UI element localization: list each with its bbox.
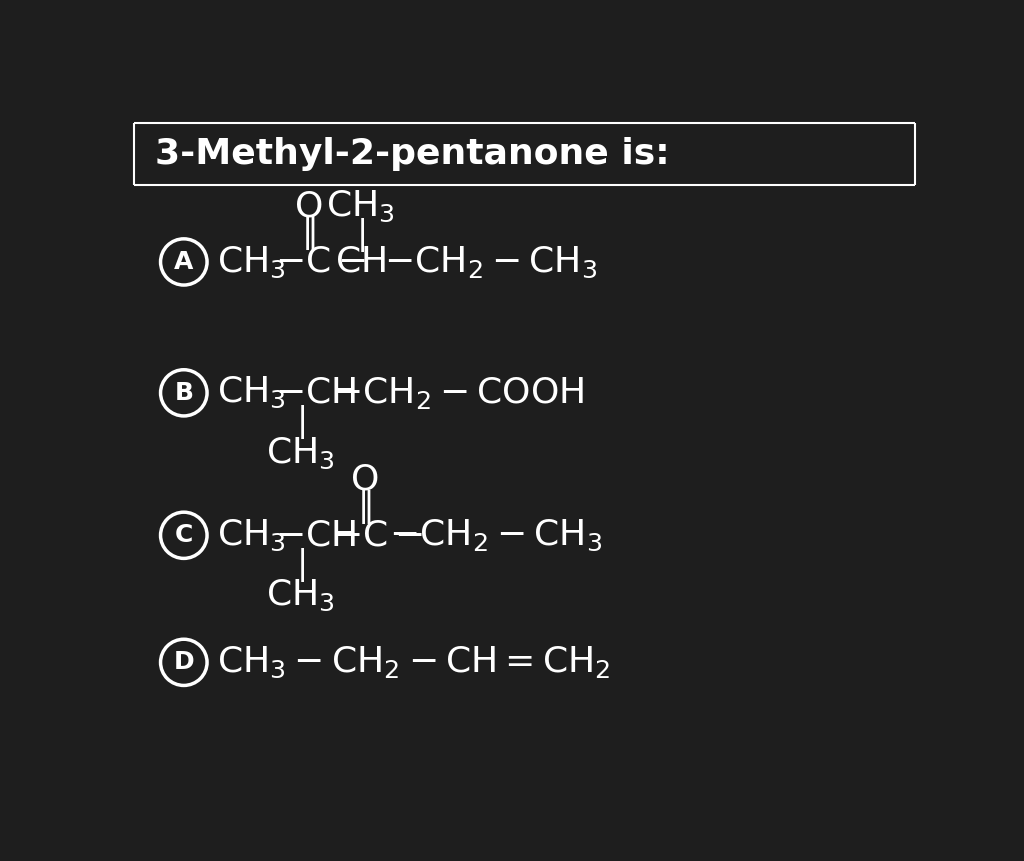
Text: D: D — [173, 650, 195, 674]
Text: $|$: $|$ — [356, 216, 365, 254]
Text: $\mathrm{CH_3}$: $\mathrm{CH_3}$ — [266, 436, 335, 471]
Text: $|$: $|$ — [296, 546, 305, 584]
Text: $\mathrm{-C-}$: $\mathrm{-C-}$ — [275, 245, 367, 279]
Text: $|$: $|$ — [296, 403, 305, 441]
Text: $\mathrm{-CH}$: $\mathrm{-CH}$ — [275, 518, 356, 552]
Text: $\mathrm{CH_3}$: $\mathrm{CH_3}$ — [326, 189, 395, 224]
Text: $\mathrm{-CH_2-CH_3}$: $\mathrm{-CH_2-CH_3}$ — [384, 245, 597, 280]
Text: $\mathrm{CH}$: $\mathrm{CH}$ — [335, 245, 386, 279]
Text: $\mathrm{-C-}$: $\mathrm{-C-}$ — [332, 518, 423, 552]
Text: $\mathrm{CH_3}$: $\mathrm{CH_3}$ — [217, 245, 286, 280]
Text: $\mathrm{CH_3}$: $\mathrm{CH_3}$ — [217, 517, 286, 553]
Text: $\|$: $\|$ — [301, 214, 315, 252]
Text: A: A — [174, 250, 194, 274]
Text: $\mathrm{O}$: $\mathrm{O}$ — [350, 463, 379, 497]
Text: $\mathrm{-CH_2-CH_3}$: $\mathrm{-CH_2-CH_3}$ — [389, 517, 602, 553]
Text: B: B — [174, 381, 194, 405]
Text: $\mathrm{CH_3}$: $\mathrm{CH_3}$ — [266, 578, 335, 613]
Text: $\|$: $\|$ — [357, 488, 372, 526]
Text: C: C — [175, 523, 193, 548]
Text: $\mathrm{CH_3-CH_2-CH{=}CH_2}$: $\mathrm{CH_3-CH_2-CH{=}CH_2}$ — [217, 645, 610, 680]
Text: 3-Methyl-2-pentanone is:: 3-Methyl-2-pentanone is: — [155, 137, 670, 171]
Text: $\mathrm{-CH}$: $\mathrm{-CH}$ — [275, 376, 356, 410]
Text: $\mathrm{-CH_2-COOH}$: $\mathrm{-CH_2-COOH}$ — [332, 375, 584, 411]
Text: $\mathrm{CH_3}$: $\mathrm{CH_3}$ — [217, 375, 286, 411]
Text: $\mathrm{O}$: $\mathrm{O}$ — [294, 189, 322, 224]
